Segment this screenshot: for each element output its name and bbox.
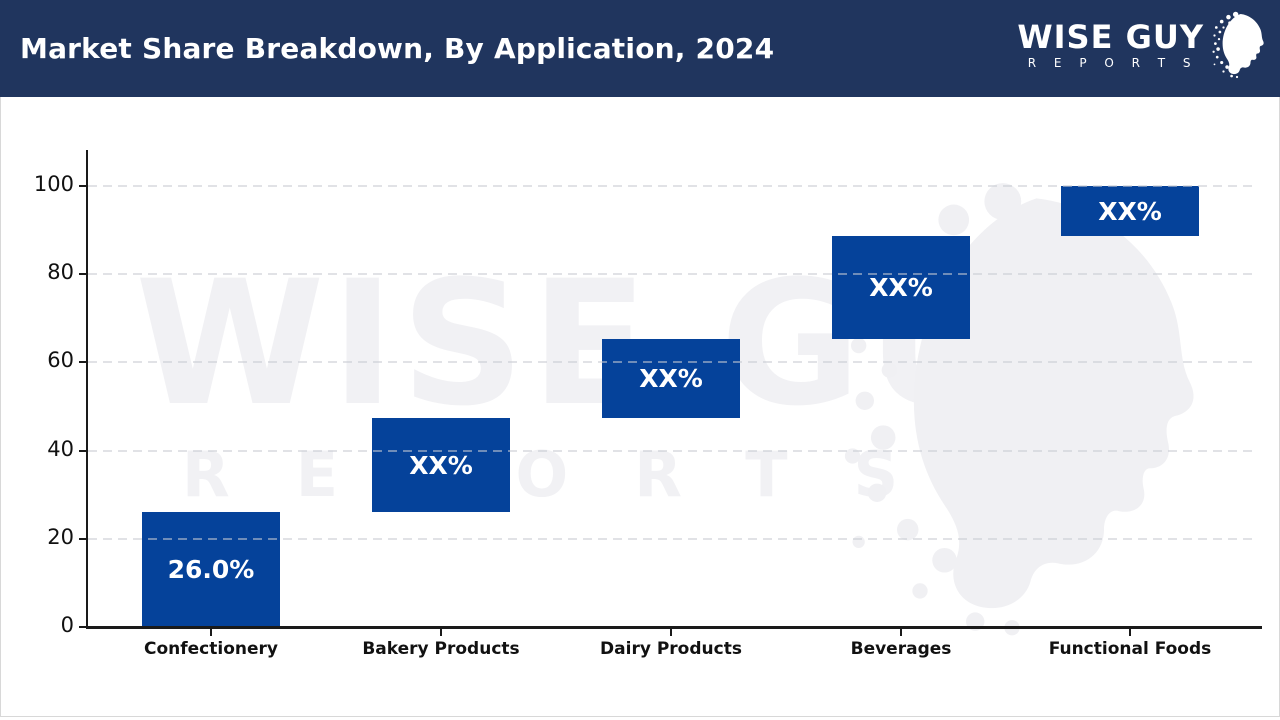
gridline-40 xyxy=(88,449,1256,452)
chart-title: Market Share Breakdown, By Application, … xyxy=(20,32,775,65)
y-tick-label-100: 100 xyxy=(33,172,74,196)
x-axis-spine xyxy=(86,626,1262,629)
x-axis-tick-bakery-products xyxy=(440,629,442,636)
logo-wordmark: WISE GUY xyxy=(1017,17,1204,56)
x-axis-tick-beverages xyxy=(900,629,902,636)
gridline-20 xyxy=(88,537,1256,540)
header-bar: Market Share Breakdown, By Application, … xyxy=(0,0,1280,97)
y-tick-label-80: 80 xyxy=(47,260,74,285)
y-axis-tick-20 xyxy=(79,537,86,540)
bar-bakery-products: XX% xyxy=(372,418,510,513)
bar-functional-foods: XX% xyxy=(1061,186,1199,237)
bar-value-label-bakery-products: XX% xyxy=(409,450,473,480)
bar-value-label-dairy-products: XX% xyxy=(639,364,703,394)
bar-dairy-products: XX% xyxy=(602,339,740,419)
gridline-60 xyxy=(88,361,1256,364)
logo-face-icon xyxy=(1210,6,1264,84)
y-tick-label-40: 40 xyxy=(47,436,74,461)
gridline-100 xyxy=(88,185,1256,187)
x-tick-label-bakery-products: Bakery Products xyxy=(362,639,520,659)
logo-text: WISE GUY R E P O R T S xyxy=(1017,17,1204,71)
wise-guy-logo: WISE GUY R E P O R T S xyxy=(1017,6,1264,84)
bar-value-label-functional-foods: XX% xyxy=(1098,196,1162,226)
bar-beverages: XX% xyxy=(832,236,970,340)
x-axis-tick-dairy-products xyxy=(670,629,672,636)
x-tick-label-functional-foods: Functional Foods xyxy=(1048,639,1212,659)
y-axis-spine xyxy=(86,150,88,628)
bar-confectionery: 26.0% xyxy=(142,512,280,627)
y-axis-tick-80 xyxy=(79,273,86,276)
y-axis-tick-60 xyxy=(79,361,86,364)
x-tick-label-dairy-products: Dairy Products xyxy=(600,639,742,659)
gridline-80 xyxy=(88,273,1256,276)
y-axis-tick-40 xyxy=(79,449,86,452)
bar-value-label-beverages: XX% xyxy=(869,273,933,303)
logo-subtitle: R E P O R T S xyxy=(1027,56,1198,71)
y-tick-label-0: 0 xyxy=(60,613,74,637)
y-axis-tick-0 xyxy=(79,626,86,628)
x-axis-tick-functional-foods xyxy=(1129,629,1131,636)
y-tick-label-20: 20 xyxy=(47,524,74,549)
y-axis-tick-100 xyxy=(79,185,86,187)
x-tick-label-confectionery: Confectionery xyxy=(144,639,278,659)
bar-value-label-confectionery: 26.0% xyxy=(167,555,255,585)
x-tick-label-beverages: Beverages xyxy=(850,639,952,659)
x-axis-tick-confectionery xyxy=(210,629,212,636)
y-tick-label-60: 60 xyxy=(47,348,74,373)
